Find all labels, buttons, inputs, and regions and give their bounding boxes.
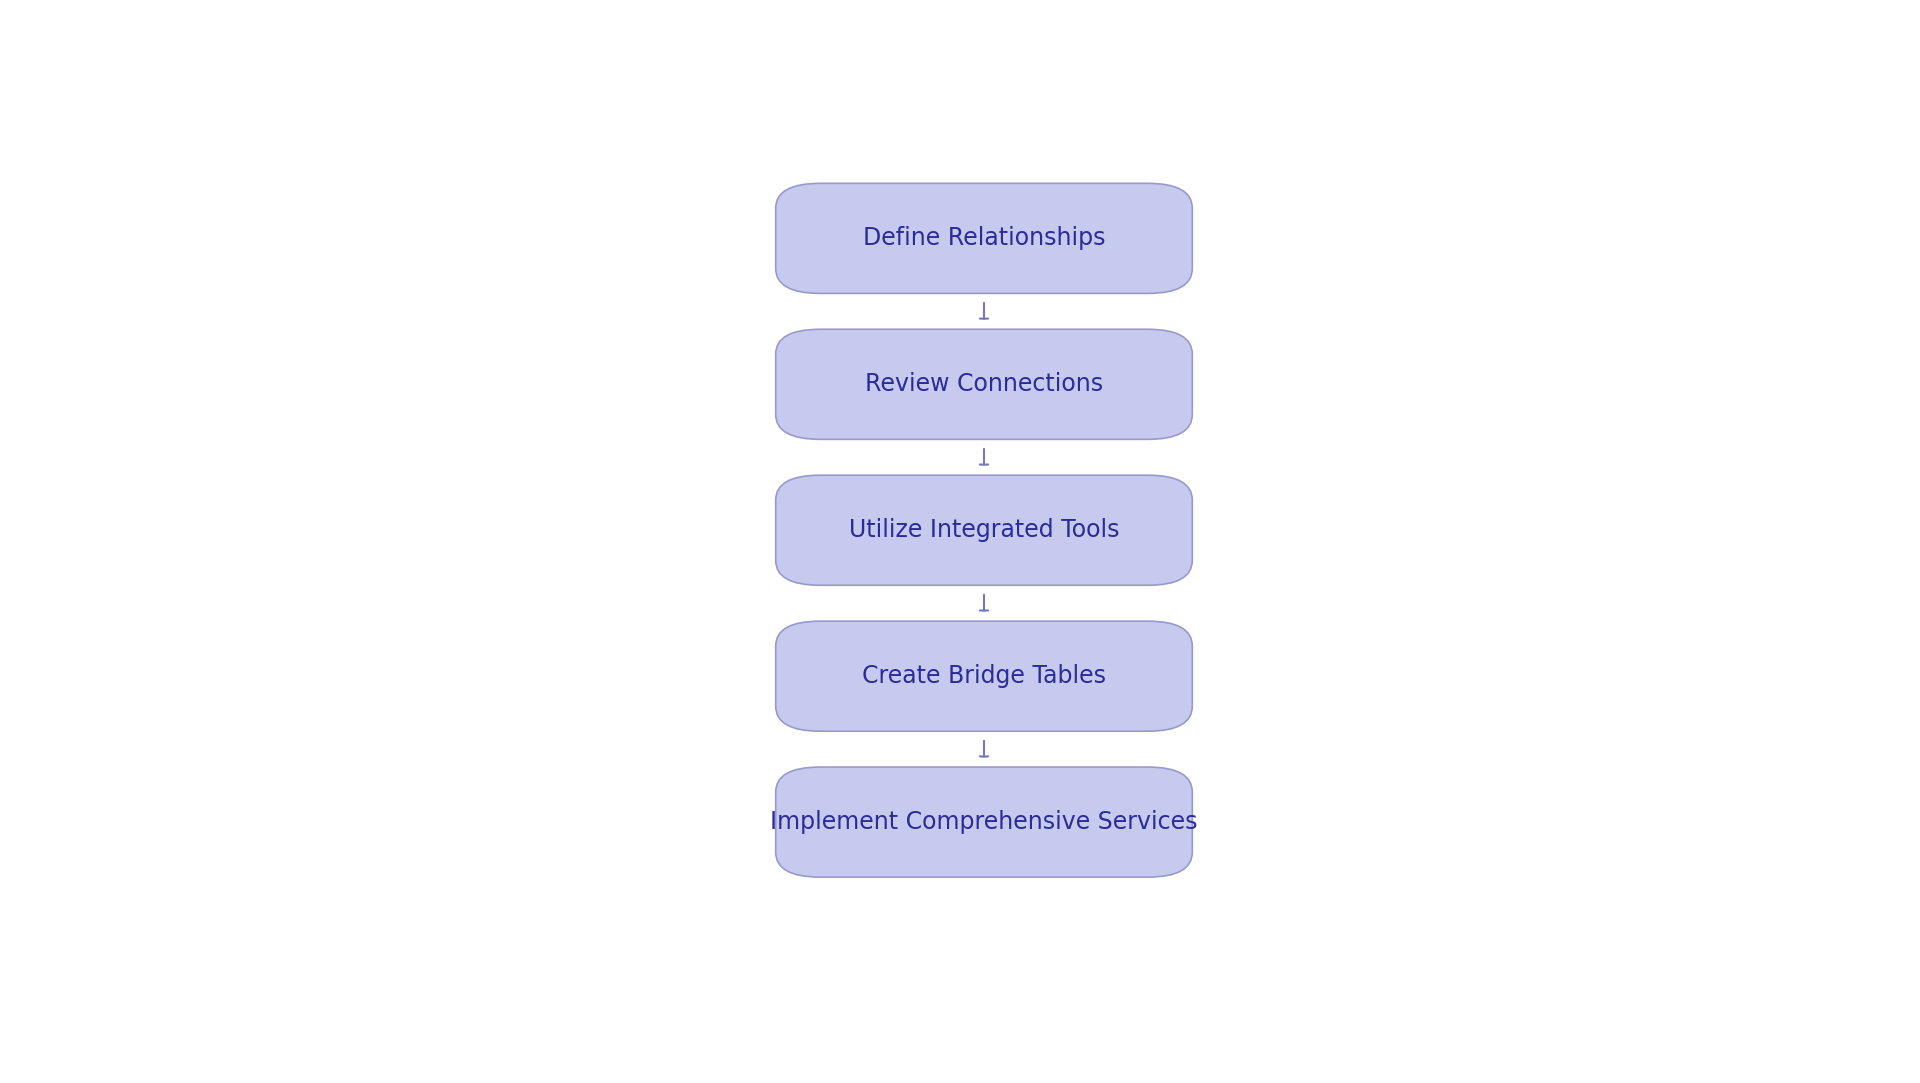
Text: Review Connections: Review Connections (864, 373, 1104, 396)
FancyBboxPatch shape (776, 475, 1192, 585)
FancyBboxPatch shape (776, 183, 1192, 293)
FancyBboxPatch shape (776, 767, 1192, 877)
Text: Define Relationships: Define Relationships (862, 226, 1106, 250)
Text: Implement Comprehensive Services: Implement Comprehensive Services (770, 810, 1198, 834)
Text: Utilize Integrated Tools: Utilize Integrated Tools (849, 519, 1119, 543)
Text: Create Bridge Tables: Create Bridge Tables (862, 664, 1106, 688)
FancyBboxPatch shape (776, 622, 1192, 731)
FancyBboxPatch shape (776, 329, 1192, 440)
